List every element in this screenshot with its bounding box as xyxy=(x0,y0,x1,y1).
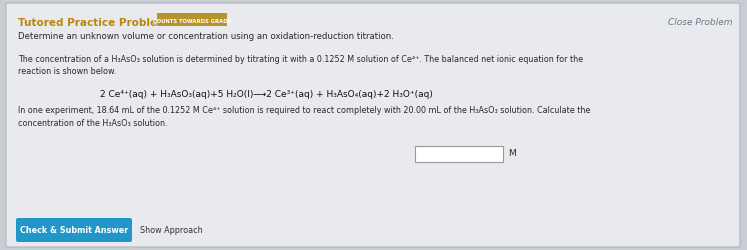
Text: Determine an unknown volume or concentration using an oxidation-reduction titrat: Determine an unknown volume or concentra… xyxy=(18,32,394,41)
FancyBboxPatch shape xyxy=(6,4,740,247)
Text: Check & Submit Answer: Check & Submit Answer xyxy=(20,226,128,234)
Text: Close Problem: Close Problem xyxy=(668,18,732,27)
Text: COUNTS TOWARDS GRADE: COUNTS TOWARDS GRADE xyxy=(153,19,231,24)
Text: M: M xyxy=(508,149,515,158)
Text: The concentration of a H₃AsO₃ solution is determined by titrating it with a 0.12: The concentration of a H₃AsO₃ solution i… xyxy=(18,55,583,76)
Text: Tutored Practice Problem 9.5.10: Tutored Practice Problem 9.5.10 xyxy=(18,18,208,28)
Text: In one experiment, 18.64 mL of the 0.1252 M Ce⁴⁺ solution is required to react c: In one experiment, 18.64 mL of the 0.125… xyxy=(18,106,590,127)
FancyBboxPatch shape xyxy=(415,146,503,162)
Text: 2 Ce⁴⁺(aq) + H₃AsO₃(aq)+5 H₂O(l)⟶2 Ce³⁺(aq) + H₃AsO₄(aq)+2 H₃O⁺(aq): 2 Ce⁴⁺(aq) + H₃AsO₃(aq)+5 H₂O(l)⟶2 Ce³⁺(… xyxy=(100,90,433,98)
FancyBboxPatch shape xyxy=(157,14,227,27)
Text: Show Approach: Show Approach xyxy=(140,226,202,234)
FancyBboxPatch shape xyxy=(16,218,132,242)
